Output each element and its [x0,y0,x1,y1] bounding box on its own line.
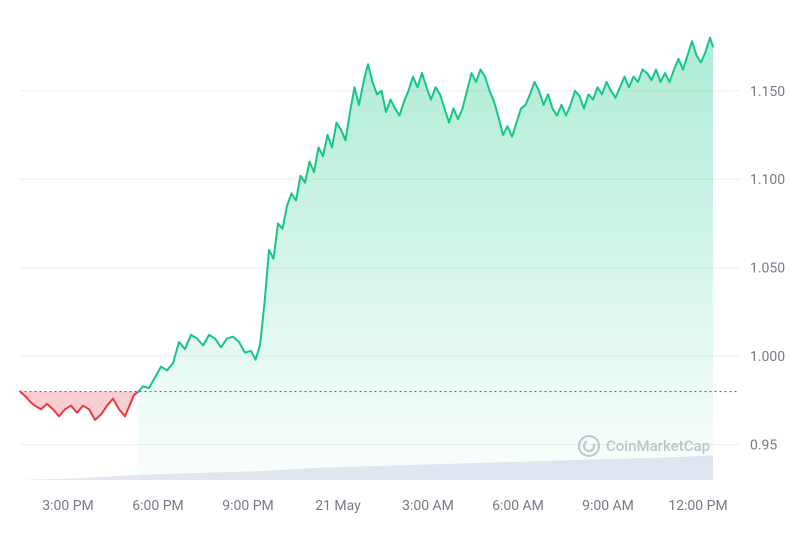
price-chart-container: 0.95 1.000 1.050 1.100 1.150 3:00 PM 6:00 PM 9:… [0,0,800,533]
svg-text:21 May: 21 May [315,498,361,514]
svg-text:9:00 PM: 9:00 PM [222,498,274,514]
svg-text:6:00 PM: 6:00 PM [132,498,184,514]
svg-text:9:00 AM: 9:00 AM [582,498,634,514]
svg-text:6:00 AM: 6:00 AM [492,498,544,514]
svg-text:3:00 AM: 3:00 AM [402,498,454,514]
svg-text:1.100: 1.100 [750,172,785,188]
svg-text:1.150: 1.150 [750,84,785,100]
svg-text:1.050: 1.050 [750,261,785,277]
price-chart: 0.95 1.000 1.050 1.100 1.150 3:00 PM 6:00 PM 9:… [0,0,800,533]
svg-text:3:00 PM: 3:00 PM [42,498,94,514]
svg-text:0.95: 0.95 [750,438,777,454]
svg-text:1.000: 1.000 [750,349,785,365]
svg-text:12:00 PM: 12:00 PM [668,498,727,514]
